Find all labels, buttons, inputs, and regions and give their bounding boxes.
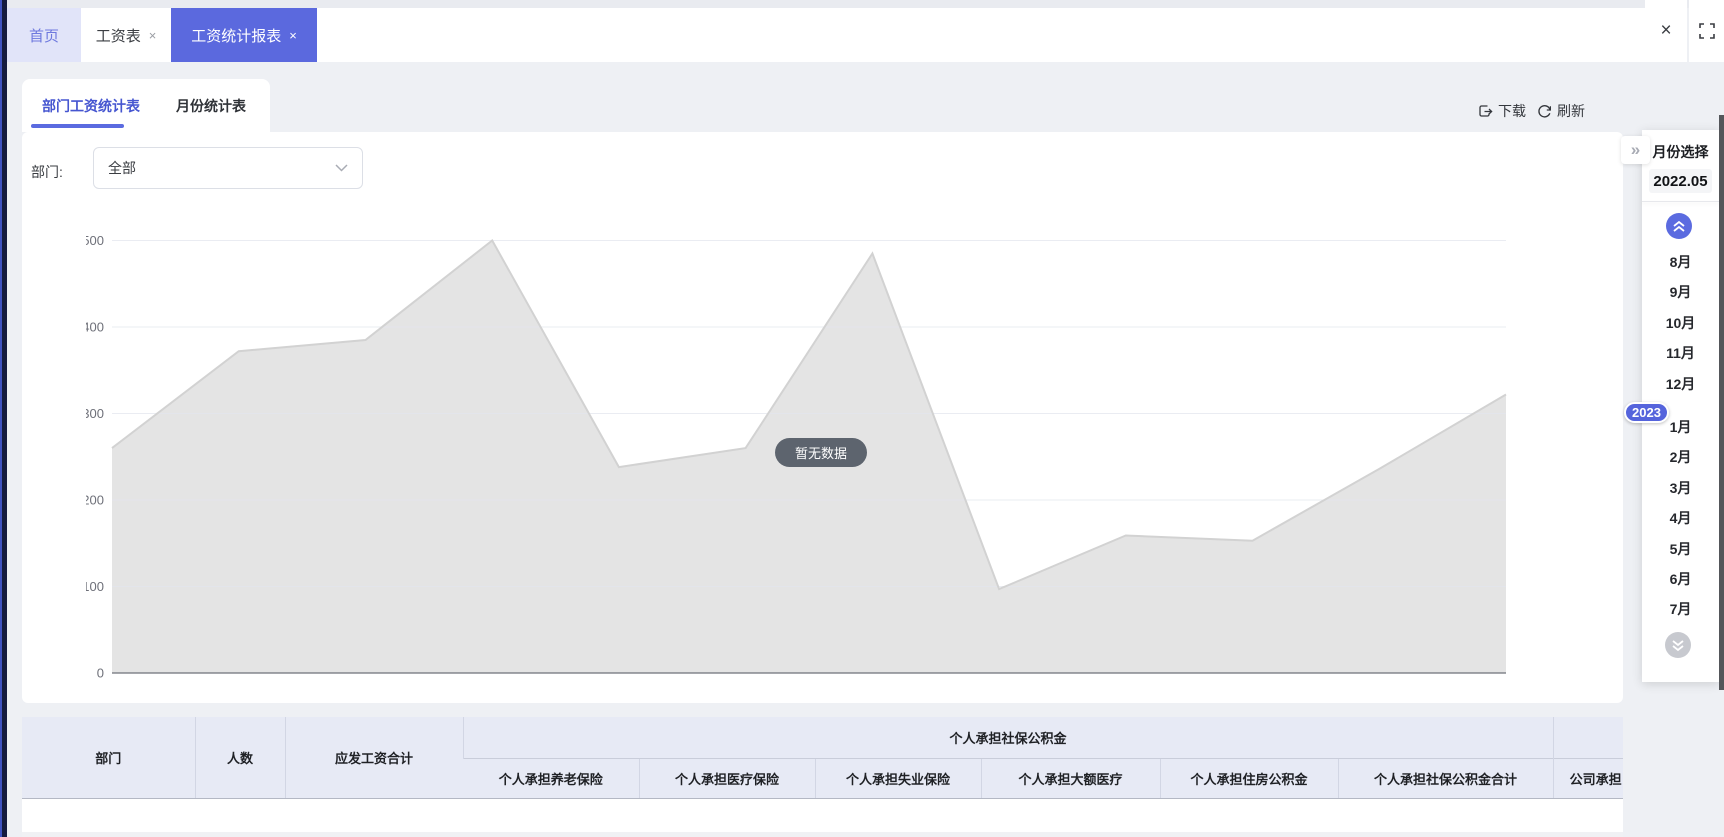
table-subcol-header: 个人承担大额医疗 [980, 757, 1160, 799]
double-arrow-right-icon: » [1630, 140, 1641, 159]
no-data-label: 暂无数据 [794, 446, 847, 461]
table-scrollbar-track [22, 832, 1623, 837]
scroll-down-button[interactable] [1665, 632, 1691, 658]
tab-close-icon[interactable]: × [148, 27, 157, 43]
month-item[interactable]: 11月 [1666, 345, 1695, 362]
close-button[interactable]: × [1645, 0, 1687, 62]
top-strip [7, 0, 1724, 8]
app-edge-accent [0, 0, 2, 837]
tab-home-label: 首页 [28, 27, 59, 45]
refresh-button[interactable]: 刷新 [1537, 101, 1585, 121]
table-subcol-header: 个人承担住房公积金 [1159, 757, 1338, 799]
fullscreen-icon [1698, 23, 1715, 39]
tab-department-salary-stats[interactable]: 部门工资统计表 [42, 97, 140, 114]
current-month-value: 2022.05 [1649, 169, 1712, 193]
y-axis-tick-label: 300 [86, 406, 104, 421]
panel-divider [1642, 201, 1719, 202]
month-item[interactable]: 4月 [1669, 510, 1692, 527]
app-sidebar-collapsed [2, 0, 7, 837]
month-item[interactable]: 8月 [1669, 254, 1692, 270]
y-axis-tick-label: 100 [86, 579, 104, 594]
tab-salary-report[interactable]: 工资统计报表 × [171, 8, 317, 62]
group-header-company-empty [1552, 717, 1623, 758]
month-item[interactable]: 7月 [1669, 601, 1692, 618]
month-panel-title: 月份选择 [1652, 144, 1709, 160]
no-data-tooltip: 暂无数据 [775, 438, 867, 467]
table-subcol-header: 个人承担社保公积金合计 [1337, 757, 1554, 799]
download-label: 下载 [1498, 103, 1526, 119]
y-axis-tick-label: 400 [86, 320, 104, 335]
screen-edge-strip [1719, 115, 1724, 690]
refresh-label: 刷新 [1557, 103, 1585, 119]
active-tab-underline [31, 124, 124, 128]
tab-close-icon[interactable]: × [289, 27, 297, 43]
report-tab-strip: 部门工资统计表 月份统计表 [22, 79, 270, 132]
month-item[interactable]: 5月 [1669, 540, 1692, 557]
month-list-2023: 1月 2月 3月 4月 5月 6月 7月 [1642, 412, 1719, 625]
table-subcol-header: 个人承担失业保险 [814, 757, 981, 799]
close-icon: × [1660, 20, 1672, 41]
col-header-gross-total: 应发工资合计 [284, 717, 463, 799]
department-filter-label: 部门: [31, 164, 63, 180]
group-header-personal: 个人承担社保公积金 [462, 717, 1554, 758]
tab-salary-report-label: 工资统计报表 [191, 27, 282, 45]
col-header-company-partial: 公司承担 [1552, 757, 1623, 799]
month-item[interactable]: 6月 [1669, 570, 1692, 587]
double-chevron-down-icon [1671, 639, 1685, 652]
refresh-icon [1537, 104, 1552, 119]
double-chevron-up-icon [1672, 220, 1686, 233]
department-select[interactable]: 全部 [93, 147, 363, 189]
month-item[interactable]: 2月 [1669, 449, 1692, 466]
month-item[interactable]: 9月 [1669, 284, 1692, 301]
download-icon [1478, 104, 1493, 119]
y-axis-tick-label: 500 [86, 233, 104, 248]
tab-month-stats[interactable]: 月份统计表 [176, 97, 246, 114]
month-item[interactable]: 1月 [1669, 419, 1692, 435]
scroll-up-button[interactable] [1666, 213, 1692, 239]
year-badge: 2023 [1624, 402, 1669, 423]
download-button[interactable]: 下载 [1478, 101, 1526, 121]
month-item[interactable]: 3月 [1669, 479, 1692, 496]
month-item[interactable]: 10月 [1665, 314, 1696, 331]
fullscreen-button[interactable] [1689, 0, 1724, 62]
y-axis-tick-label: 200 [86, 493, 104, 508]
col-header-headcount: 人数 [194, 717, 285, 799]
chevron-down-icon [335, 164, 348, 172]
table-subcol-header: 个人承担医疗保险 [638, 757, 815, 799]
statistics-table-card: 部门 人数 应发工资合计 个人承担社保公积金 个人承担养老保险 个人承担医疗保险个… [22, 717, 1623, 837]
col-header-department: 部门 [22, 717, 195, 799]
department-select-value: 全部 [108, 160, 136, 176]
tab-salary-sheet[interactable]: 工资表 × [81, 8, 171, 62]
panel-collapse-button[interactable]: » [1621, 136, 1650, 164]
tab-salary-sheet-label: 工资表 [95, 27, 141, 45]
y-axis-tick-label: 0 [97, 666, 104, 681]
tab-home[interactable]: 首页 [7, 8, 81, 62]
table-subcol-header: 个人承担养老保险 [463, 757, 639, 799]
statistics-table: 部门 人数 应发工资合计 个人承担社保公积金 个人承担养老保险 个人承担医疗保险个… [22, 717, 1623, 799]
month-list-2022: 8月 9月 10月 11月 12月 [1642, 247, 1719, 399]
month-item[interactable]: 12月 [1665, 375, 1696, 392]
